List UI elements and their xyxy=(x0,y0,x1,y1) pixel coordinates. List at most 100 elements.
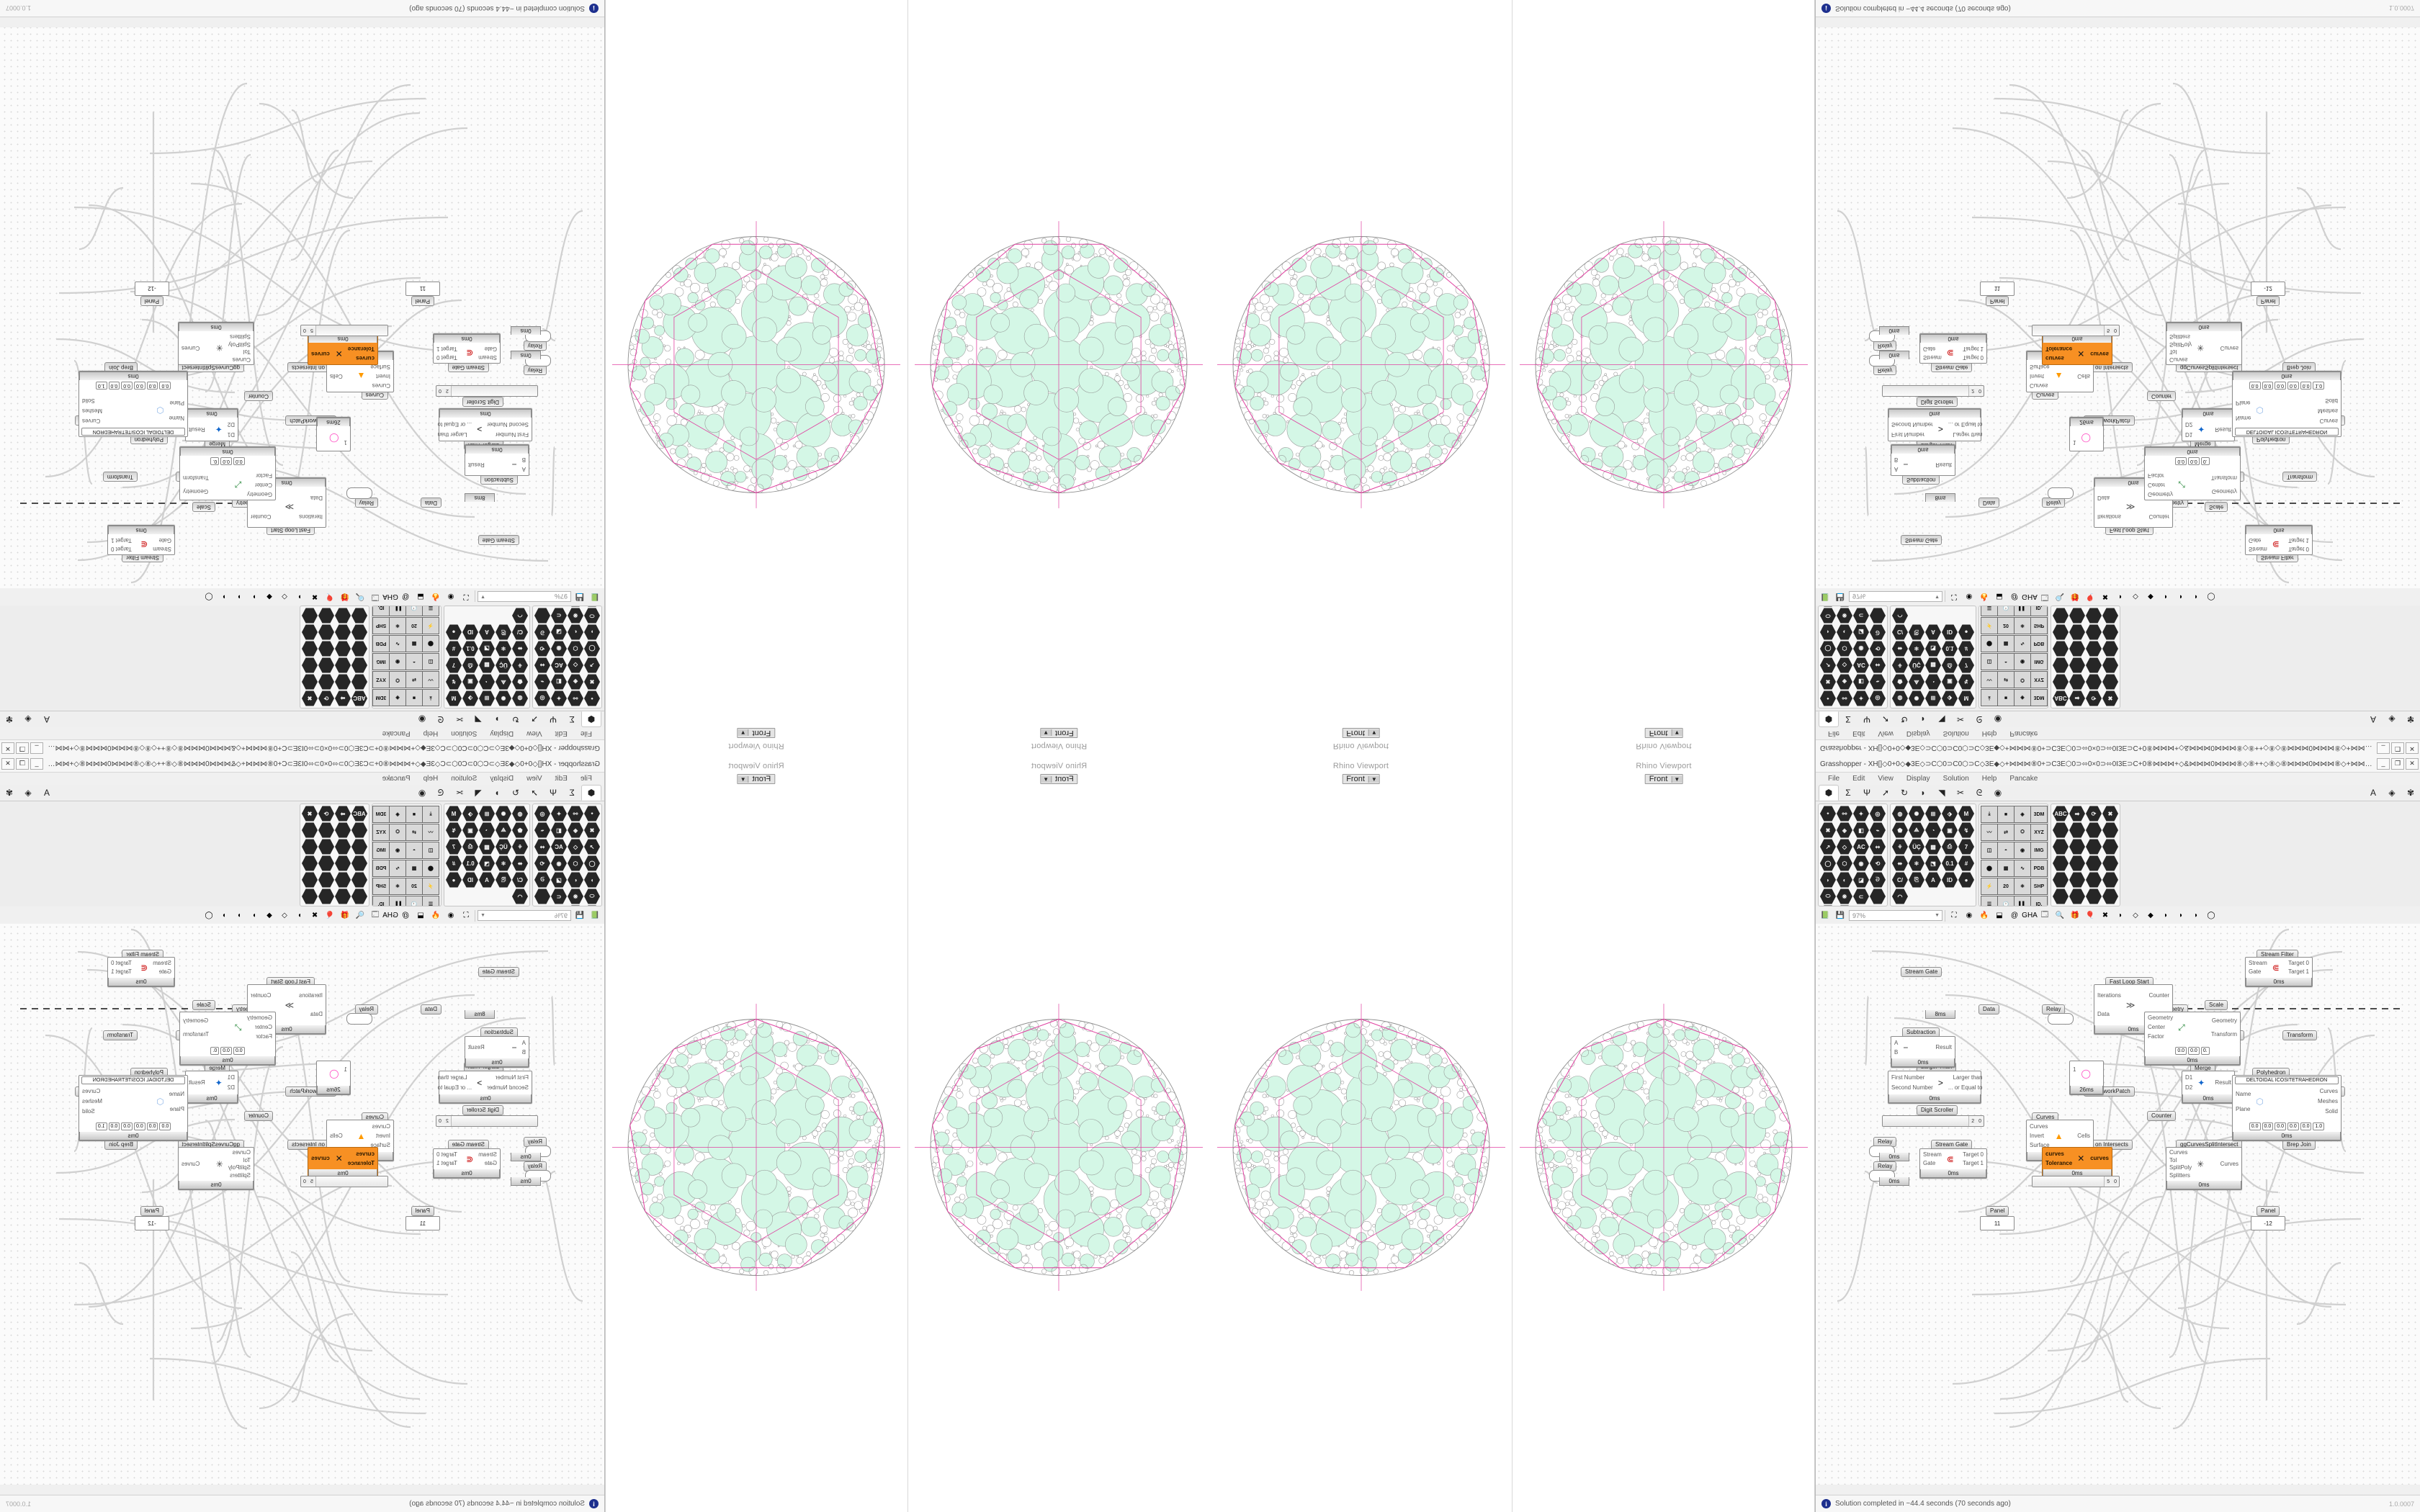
input-port[interactable]: First Number xyxy=(495,1074,529,1081)
viewport-left-view-selector[interactable]: Front ▼ xyxy=(1342,774,1380,784)
palette-icon[interactable] xyxy=(2102,822,2118,838)
toolbar-icon-11[interactable]: 🎈 xyxy=(325,593,335,600)
maximize-button[interactable]: ❐ xyxy=(2391,742,2404,754)
menu-item-edit[interactable]: Edit xyxy=(1852,775,1865,783)
palette-icon[interactable]: ⬗ xyxy=(462,806,478,822)
palette-icon[interactable]: ⬟ xyxy=(1892,674,1908,690)
vector-tab[interactable]: ➚ xyxy=(530,788,539,798)
input-port[interactable]: D2 xyxy=(2185,421,2193,428)
input-ports[interactable]: Curves Tol SplitPoly Splitters xyxy=(2166,331,2195,364)
output-port[interactable]: Curves xyxy=(2319,1088,2338,1094)
numeric-field[interactable]: 0.0 xyxy=(159,1122,171,1130)
toolbar-icon-2[interactable]: ⛶ xyxy=(1951,912,1957,919)
input-port[interactable]: Invert xyxy=(2030,373,2045,380)
viewport-right-view-selector[interactable]: Front ▼ xyxy=(1644,728,1683,738)
scale-geometry-component[interactable]: Geometry Center Factor ⤢ Geometry Transform 0.… xyxy=(2144,1012,2241,1066)
slider-value[interactable]: 5 xyxy=(2105,1179,2112,1184)
numeric-field[interactable]: 0.0 xyxy=(220,457,232,465)
output-port[interactable]: Result xyxy=(2215,1079,2231,1086)
input-port[interactable]: A xyxy=(521,466,526,473)
divide-curves-on-intersects-component[interactable]: curves Tolerance ✕ curves 0ms xyxy=(308,1147,378,1179)
palette-icon[interactable]: ▩ xyxy=(1925,657,1941,673)
output-port[interactable]: Larger than xyxy=(1953,1074,1983,1081)
palette-icon[interactable]: ◓ xyxy=(1997,842,2015,859)
palette-icon[interactable]: ◪ xyxy=(551,624,567,640)
palette-icon[interactable]: ■ xyxy=(405,806,423,823)
output-ports[interactable]: Larger than ... or Equal to xyxy=(435,418,475,441)
palette-icon[interactable]: ◓ xyxy=(405,653,423,670)
numeric-field[interactable]: 0.0 xyxy=(121,1122,133,1130)
input-ports[interactable]: Curves Invert Surface xyxy=(2027,1120,2053,1152)
menu-item-solution[interactable]: Solution xyxy=(451,729,478,737)
palette-icon[interactable]: ⎘ xyxy=(1909,872,1924,888)
menu-item-file[interactable]: File xyxy=(1828,775,1840,783)
component-caption[interactable]: Data xyxy=(1978,1004,1999,1014)
palette-icon[interactable]: A xyxy=(479,872,495,888)
palette-icon[interactable]: 20 xyxy=(1997,617,2015,634)
component-caption[interactable]: Scale xyxy=(2205,1000,2228,1010)
menu-item-file[interactable]: File xyxy=(580,775,592,783)
toolbar-icon-3[interactable]: ◉ xyxy=(1966,593,1973,600)
palette-icon[interactable]: ⚡ xyxy=(422,617,439,634)
slider-value[interactable]: 2 xyxy=(443,388,451,394)
palette-icon[interactable]: ➡ xyxy=(335,806,351,822)
palette-icon[interactable]: ▣ xyxy=(462,674,478,690)
ggnetworkpatch-component[interactable]: 1 ◯ 26ms xyxy=(316,1061,351,1095)
component-caption[interactable]: Transform xyxy=(2282,472,2318,482)
palette-icon[interactable]: ⛭ xyxy=(2014,824,2031,841)
slider-value[interactable]: 2 xyxy=(443,1118,451,1124)
toolbar-icon-16[interactable]: ◗ xyxy=(2163,593,2169,600)
palette-icon[interactable]: ⛭ xyxy=(2014,671,2031,688)
input-port[interactable]: SplitPoly xyxy=(228,1164,251,1171)
palette-icon[interactable]: ❋ xyxy=(568,888,583,904)
menu-item-view[interactable]: View xyxy=(526,775,542,783)
output-port[interactable]: Curves xyxy=(2319,418,2338,424)
input-port[interactable]: curves xyxy=(2045,355,2064,362)
stream-gate-component[interactable]: Stream Gate ⋐ Target 0 Target 1 0ms xyxy=(433,1148,501,1179)
palette-icon[interactable] xyxy=(2102,657,2118,673)
numeric-field[interactable]: 0.0 xyxy=(2287,382,2299,390)
transform-tab[interactable]: ᘓ xyxy=(437,787,444,798)
toolbar-icon-2[interactable]: ⛶ xyxy=(463,593,469,600)
palette-icon[interactable]: ◗ xyxy=(1820,624,1836,640)
menu-item-edit[interactable]: Edit xyxy=(555,729,568,737)
input-port[interactable]: First Number xyxy=(495,431,529,438)
palette-icon[interactable] xyxy=(2086,641,2102,657)
sets-tab[interactable]: Ψ xyxy=(549,714,557,724)
numeric-field[interactable]: 0.0 xyxy=(121,382,133,390)
palette-icon[interactable]: ◪ xyxy=(551,872,567,888)
palette-icon[interactable] xyxy=(335,624,351,640)
viewport-right-view-selector[interactable]: Front ▼ xyxy=(737,774,776,784)
panel-component[interactable]: 11 xyxy=(1980,1216,2015,1230)
palette-icon[interactable] xyxy=(351,872,367,888)
palette-icon[interactable]: ⛭ xyxy=(389,824,406,841)
save-file-icon[interactable]: 💾 xyxy=(1835,912,1845,919)
palette-icon[interactable]: ◗ xyxy=(1820,872,1836,888)
output-ports[interactable]: Larger than ... or Equal to xyxy=(1945,418,1986,441)
output-port[interactable]: Target 0 xyxy=(436,354,457,361)
palette-icon[interactable]: ⬭ xyxy=(1820,608,1836,624)
palette-icon[interactable]: ⬗ xyxy=(1942,806,1958,822)
palette-icon[interactable] xyxy=(335,641,351,657)
palette-icon[interactable]: 3DM xyxy=(372,806,390,823)
polyhedron-name-field[interactable]: DELTOIDAL ICOSITETRAHEDRON xyxy=(81,1076,185,1084)
palette-icon[interactable]: ⬟ xyxy=(512,674,528,690)
output-port[interactable]: Counter xyxy=(251,513,272,520)
toolbar-icon-10[interactable]: 🎁 xyxy=(2070,912,2080,919)
palette-icon[interactable]: ⬡ xyxy=(1837,855,1852,871)
input-port[interactable]: Stream xyxy=(2249,960,2267,966)
palette-icon[interactable]: C/ xyxy=(512,872,528,888)
palette-icon[interactable] xyxy=(302,624,318,640)
palette-icon[interactable] xyxy=(2102,624,2118,640)
viewport-left-view-selector[interactable]: Front ▼ xyxy=(1342,728,1380,738)
output-ports[interactable] xyxy=(317,426,323,451)
toolbar-icon-7[interactable]: GHA xyxy=(2022,593,2038,600)
palette-icon[interactable] xyxy=(2102,855,2118,871)
palette-icon[interactable]: # xyxy=(1958,641,1974,657)
sets-tab[interactable]: Ψ xyxy=(1863,788,1871,798)
palette-icon[interactable]: ⚛ xyxy=(2014,878,2031,895)
input-ports[interactable]: Stream Gate xyxy=(475,343,500,363)
palette-icon[interactable]: ◉ xyxy=(2014,842,2031,859)
palette-icon[interactable]: ↭ xyxy=(1870,839,1886,855)
palette-icon[interactable]: A xyxy=(1925,624,1941,640)
